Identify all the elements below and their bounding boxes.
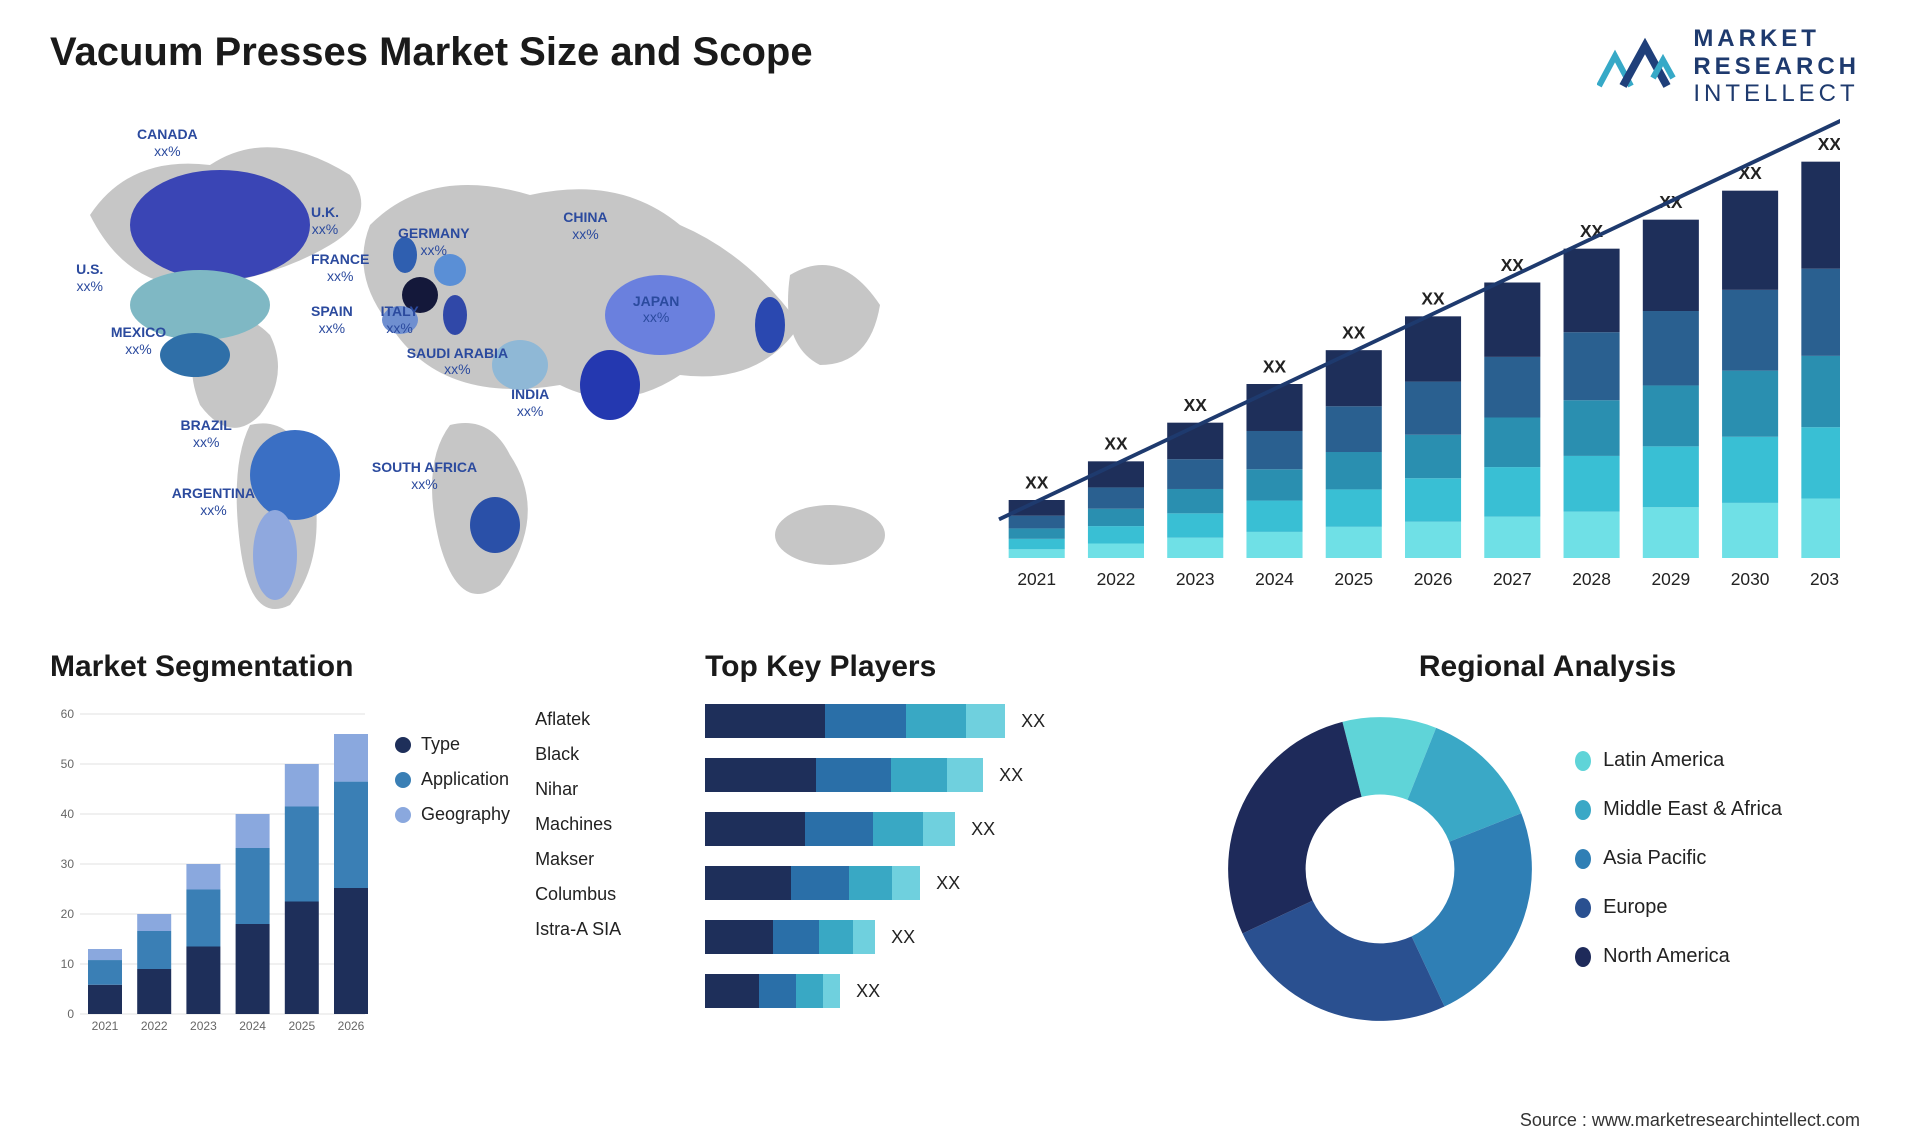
map-label: JAPANxx%: [633, 293, 679, 327]
regional-legend-item: Latin America: [1575, 749, 1870, 772]
player-bar-value: XX: [891, 927, 915, 948]
map-label: ITALYxx%: [381, 303, 419, 337]
player-name: Black: [535, 744, 665, 765]
regional-panel: Regional Analysis Latin America Middle Ea…: [1225, 650, 1870, 1090]
svg-text:2021: 2021: [1017, 569, 1056, 589]
legend-item: Geography: [395, 804, 510, 825]
svg-text:XX: XX: [1342, 323, 1366, 343]
regional-donut: [1225, 714, 1535, 1024]
segmentation-panel: Market Segmentation 0 10 20 30 40 50 60 2021 202…: [50, 650, 665, 1090]
player-bar-value: XX: [856, 981, 880, 1002]
svg-text:0: 0: [67, 1007, 74, 1021]
svg-text:30: 30: [61, 857, 75, 871]
svg-text:10: 10: [61, 957, 75, 971]
player-name: Nihar: [535, 779, 665, 800]
svg-text:2024: 2024: [239, 1019, 266, 1033]
player-bar-row: XX: [705, 812, 1185, 846]
players-name-list: Aflatek Black Nihar Machines Makser Columbus I…: [535, 704, 665, 1090]
player-name: Columbus: [535, 884, 665, 905]
regional-title: Regional Analysis: [1225, 650, 1870, 684]
segmentation-title: Market Segmentation: [50, 650, 665, 684]
svg-text:2031: 2031: [1810, 569, 1840, 589]
segmentation-chart: 0 10 20 30 40 50 60 2021 2022 2023 2024 2025 2026: [50, 704, 370, 1044]
svg-text:2030: 2030: [1731, 569, 1770, 589]
player-name: Istra-A SIA: [535, 919, 665, 940]
svg-text:2028: 2028: [1572, 569, 1611, 589]
svg-text:XX: XX: [1818, 134, 1840, 154]
svg-text:2027: 2027: [1493, 569, 1532, 589]
svg-text:XX: XX: [1104, 434, 1128, 454]
svg-text:2025: 2025: [1334, 569, 1373, 589]
svg-text:2021: 2021: [92, 1019, 119, 1033]
map-label: MEXICOxx%: [111, 324, 166, 358]
map-label: INDIAxx%: [511, 386, 549, 420]
player-bar-row: XX: [705, 974, 1185, 1008]
player-bar-value: XX: [999, 765, 1023, 786]
svg-text:XX: XX: [1025, 472, 1049, 492]
regional-legend-item: Asia Pacific: [1575, 847, 1870, 870]
legend-item: Application: [395, 769, 510, 790]
map-label: SPAINxx%: [311, 303, 353, 337]
players-panel: Top Key Players XX XX XX XX XX XX: [705, 650, 1185, 1090]
svg-text:XX: XX: [1184, 395, 1208, 415]
player-bar-row: XX: [705, 920, 1185, 954]
player-bar-row: XX: [705, 758, 1185, 792]
legend-item: Type: [395, 734, 510, 755]
source-text: Source : www.marketresearchintellect.com: [1520, 1110, 1860, 1131]
map-label: CANADAxx%: [137, 126, 198, 160]
map-label: U.K.xx%: [311, 204, 339, 238]
players-title: Top Key Players: [705, 650, 1185, 684]
svg-text:20: 20: [61, 907, 75, 921]
player-bar-value: XX: [971, 819, 995, 840]
player-bar-row: XX: [705, 704, 1185, 738]
player-name: Makser: [535, 849, 665, 870]
map-label: FRANCExx%: [311, 251, 369, 285]
svg-text:50: 50: [61, 757, 75, 771]
svg-text:60: 60: [61, 707, 75, 721]
map-label: BRAZILxx%: [181, 417, 232, 451]
regional-legend-item: North America: [1575, 945, 1870, 968]
svg-text:2025: 2025: [288, 1019, 315, 1033]
logo-chevron-icon: [1597, 36, 1681, 96]
world-map: CANADAxx% U.S.xx% MEXICOxx% BRAZILxx% ARGENT…: [50, 95, 920, 615]
players-chart: XX XX XX XX XX XX: [705, 704, 1185, 1028]
player-name: Aflatek: [535, 709, 665, 730]
map-label: CHINAxx%: [563, 209, 607, 243]
growth-chart: XX 2021 XX 2022 XX 2023 XX 2024 XX 2025 XX 2026 XX 20…: [960, 95, 1870, 615]
map-label: ARGENTINAxx%: [172, 485, 255, 519]
regional-legend: Latin America Middle East & Africa Asia Pa…: [1575, 744, 1870, 994]
svg-text:2026: 2026: [338, 1019, 365, 1033]
map-label: U.S.xx%: [76, 261, 103, 295]
svg-text:40: 40: [61, 807, 75, 821]
player-bar-value: XX: [936, 873, 960, 894]
svg-text:XX: XX: [1263, 356, 1287, 376]
svg-text:2026: 2026: [1414, 569, 1453, 589]
player-bar-row: XX: [705, 866, 1185, 900]
map-label: SAUDI ARABIAxx%: [407, 345, 508, 379]
svg-text:2023: 2023: [190, 1019, 217, 1033]
svg-text:XX: XX: [1421, 289, 1445, 309]
svg-text:2029: 2029: [1651, 569, 1690, 589]
player-name: Machines: [535, 814, 665, 835]
regional-legend-item: Europe: [1575, 896, 1870, 919]
svg-text:2024: 2024: [1255, 569, 1294, 589]
regional-legend-item: Middle East & Africa: [1575, 798, 1870, 821]
map-label: GERMANYxx%: [398, 225, 470, 259]
player-bar-value: XX: [1021, 711, 1045, 732]
svg-text:2022: 2022: [141, 1019, 168, 1033]
svg-text:2023: 2023: [1176, 569, 1215, 589]
svg-text:2022: 2022: [1097, 569, 1136, 589]
segmentation-legend: Type Application Geography: [395, 704, 510, 1090]
map-label: SOUTH AFRICAxx%: [372, 459, 477, 493]
